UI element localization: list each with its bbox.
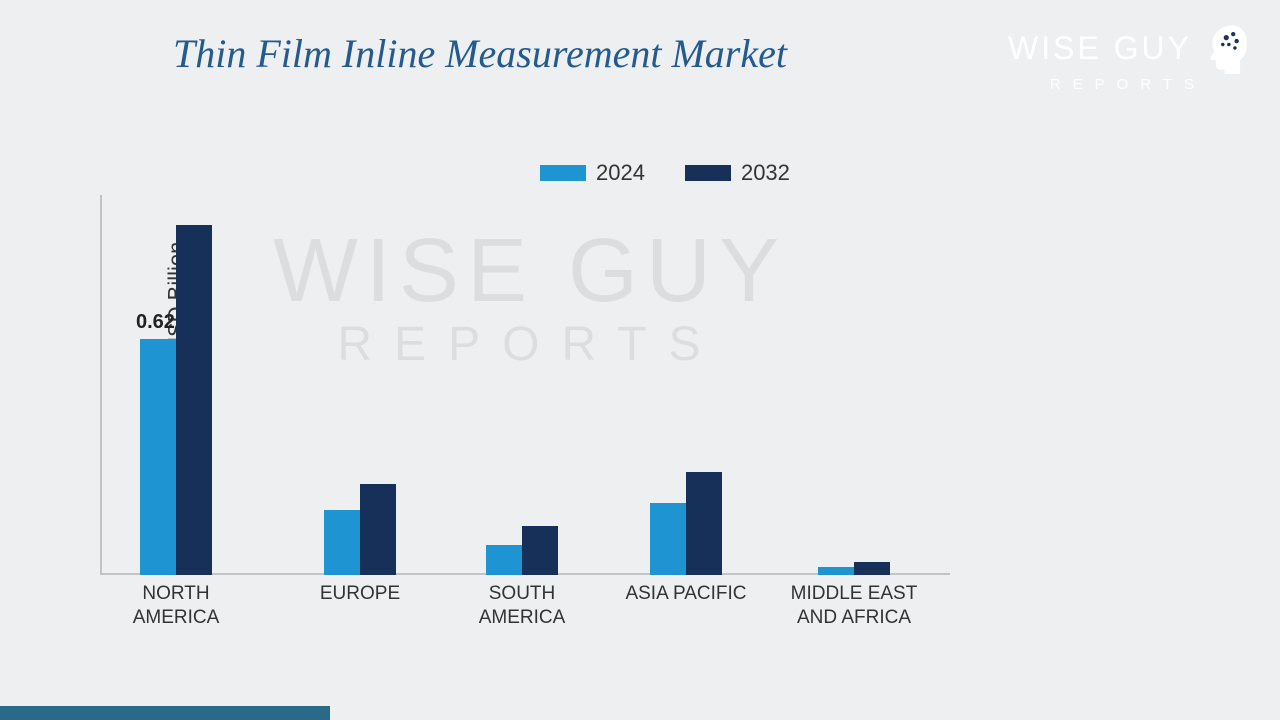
category-label: MIDDLE EAST AND AFRICA: [779, 582, 929, 630]
bar-2032: [854, 562, 890, 575]
legend-label-2024: 2024: [596, 160, 645, 186]
brand-logo: WISE GUY REPORTS: [1008, 22, 1254, 93]
legend-swatch-2024: [540, 165, 586, 181]
legend-item-2024: 2024: [540, 160, 645, 186]
category-label: ASIA PACIFIC: [611, 582, 761, 606]
data-label: 0.62: [136, 311, 175, 334]
bar-group: [300, 484, 420, 575]
brain-head-icon: [1202, 22, 1254, 74]
category-label: SOUTH AMERICA: [447, 582, 597, 630]
bar-2032: [176, 225, 212, 575]
legend-label-2032: 2032: [741, 160, 790, 186]
legend: 2024 2032: [540, 160, 790, 186]
bar-group: [626, 472, 746, 575]
bar-2032: [522, 526, 558, 575]
bar-group: [116, 225, 236, 575]
chart-title: Thin Film Inline Measurement Market: [0, 30, 960, 77]
bar-2024: [818, 567, 854, 575]
bar-2024: [140, 339, 176, 575]
plot-area: 0.62: [100, 195, 950, 575]
legend-item-2032: 2032: [685, 160, 790, 186]
category-label: NORTH AMERICA: [101, 582, 251, 630]
bar-2024: [324, 510, 360, 575]
bottom-accent-bar: [0, 706, 330, 720]
chart-canvas: WISE GUY REPORTS Thin Film Inline Measur…: [0, 0, 1280, 720]
brand-sub-text: REPORTS: [1008, 76, 1206, 93]
bar-2032: [360, 484, 396, 575]
category-label: EUROPE: [285, 582, 435, 606]
y-axis-line: [100, 195, 102, 575]
legend-swatch-2032: [685, 165, 731, 181]
bar-2024: [486, 545, 522, 575]
right-brand-panel: [960, 0, 1280, 720]
bar-group: [462, 526, 582, 575]
brand-main-text: WISE GUY: [1008, 30, 1192, 67]
bar-2024: [650, 503, 686, 575]
bar-group: [794, 562, 914, 575]
bar-2032: [686, 472, 722, 575]
